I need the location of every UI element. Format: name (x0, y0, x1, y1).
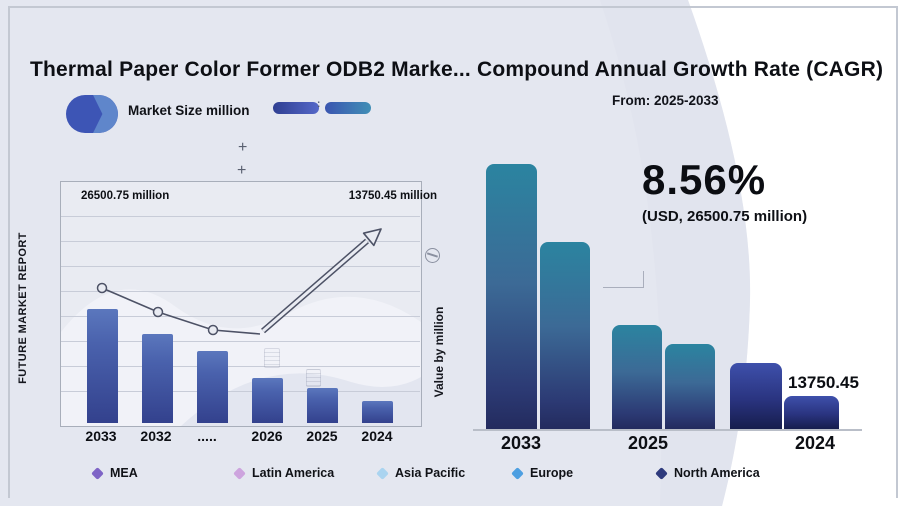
right-x-label-2025: 2025 (627, 433, 669, 453)
left-chart-x-axis: 2033 2032..... 2026 2025 2024 (60, 428, 420, 446)
period-label: From: 2025-2033 (612, 93, 719, 108)
right-x-label-2033: 2033 (500, 433, 542, 453)
bar-2024 (362, 401, 393, 423)
x-label-2033: 2033 (85, 428, 117, 444)
cagr-value: 8.56% (642, 156, 767, 203)
frame-left (8, 6, 10, 498)
gridline (61, 241, 420, 242)
legend-label: North America (674, 466, 760, 480)
gridline (61, 341, 420, 342)
legend-marker-icon (655, 466, 668, 480)
gradient-pill-right[interactable] (325, 102, 371, 114)
right-x-label-2024: 2024 (794, 433, 836, 453)
legend-marker-icon (233, 466, 246, 480)
document-watermark-icon (264, 348, 280, 368)
right-axis-title: Value by million (432, 306, 446, 398)
legend-item-mea[interactable]: MEA (91, 466, 138, 480)
legend-item-europe[interactable]: Europe (511, 466, 574, 480)
gradient-pill-left[interactable] (273, 102, 319, 114)
x-label-2026: 2026 (251, 428, 283, 444)
pill-separator: : (317, 99, 321, 110)
gridline (61, 266, 420, 267)
x-label-2024: 2024 (361, 428, 393, 444)
right-chart-value-label: 13750.45 (788, 373, 859, 392)
start-value-label: 26500.75 million (81, 190, 170, 202)
gridline (61, 391, 420, 392)
bar-..... (197, 351, 228, 423)
grouped-bar-2033-period-end (540, 242, 590, 429)
zoom-in-icon-2[interactable]: + (237, 162, 247, 179)
legend-item-latin-america[interactable]: Latin America (233, 466, 335, 480)
page-title: Thermal Paper Color Former ODB2 Marke...… (30, 58, 884, 81)
grouped-bar-2033-period-start (486, 164, 537, 429)
legend-item-north-america[interactable]: North America (655, 466, 760, 480)
zoom-in-icon[interactable]: + (238, 139, 248, 156)
corner-bracket-decoration (603, 271, 644, 288)
grouped-bar-2025-period-start (612, 325, 662, 429)
region-legend: MEA Latin America Asia Pacific Europe North … (0, 466, 900, 486)
grouped-bar-2025-period-end (665, 344, 715, 429)
market-size-label: Market Size million (128, 103, 250, 118)
legend-marker-icon (511, 466, 524, 480)
grouped-bar-2024-period-start (730, 363, 782, 429)
x-label-2032: 2032 (140, 428, 172, 444)
trend-line-and-arrow (96, 228, 382, 336)
gridline (61, 316, 420, 317)
frame-right (896, 6, 898, 498)
bar-2033 (87, 309, 118, 423)
legend-label: Europe (530, 466, 574, 480)
frame-top (8, 6, 898, 8)
zoom-out-icon[interactable] (425, 248, 440, 263)
cagr-basis: (USD, 26500.75 million) (642, 208, 808, 225)
market-trend-chart: 26500.75 million 13750.45 million (60, 181, 437, 427)
gridline (61, 291, 420, 292)
legend-marker-icon (91, 466, 104, 480)
legend-label: Latin America (252, 466, 335, 480)
end-value-label: 13750.45 million (348, 190, 437, 202)
left-axis-title: FUTURE MARKET REPORT (17, 232, 29, 384)
gridline (61, 216, 420, 217)
bar-2025 (307, 388, 338, 423)
right-chart-baseline (473, 429, 862, 431)
legend-marker-icon (376, 466, 389, 480)
legend-label: MEA (110, 466, 138, 480)
grouped-bar-2024-period-end (784, 396, 839, 429)
legend-label: Asia Pacific (395, 466, 466, 480)
x-label-.....: ..... (197, 428, 217, 444)
gridline (61, 366, 420, 367)
x-label-2025: 2025 (306, 428, 338, 444)
bar-2026 (252, 378, 283, 423)
bar-2032 (142, 334, 173, 423)
legend-item-asia-pacific[interactable]: Asia Pacific (376, 466, 466, 480)
document-watermark-icon-2 (306, 369, 321, 387)
database-cylinder-icon (66, 95, 118, 133)
